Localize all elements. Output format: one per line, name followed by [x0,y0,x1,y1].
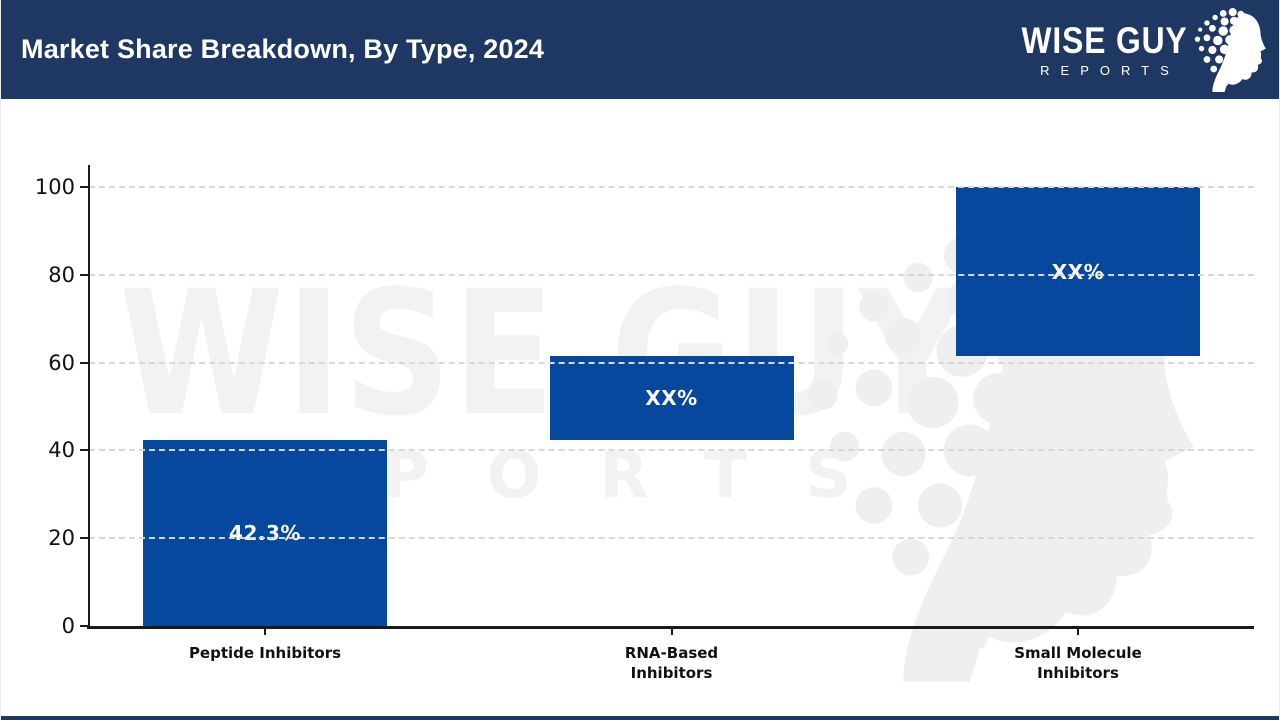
bar-segment: XX% [956,186,1200,357]
category-label: Peptide Inhibitors [188,644,342,662]
y-axis-tick [80,449,89,452]
x-axis-tick [670,628,673,635]
y-axis-tick [80,625,89,627]
bar-segment: 42.3% [143,440,387,626]
y-axis-tick [80,361,89,364]
y-axis-tick [80,273,89,276]
logo-face-icon [1194,7,1266,92]
logo-text: WISE GUY REPORTS [1008,22,1201,77]
y-axis-tick-label: 0 [61,614,75,638]
category-label: RNA-Based Inhibitors [624,644,719,682]
logo-subtitle: REPORTS [1040,63,1180,78]
header-bar: Market Share Breakdown, By Type, 2024 WI… [1,0,1279,99]
bar-value-label: XX% [645,386,698,411]
y-axis-tick-label: 100 [34,174,75,199]
bar-segment: XX% [549,356,794,441]
y-axis-tick [80,185,89,188]
gridline-60 [89,361,1254,364]
gridline-40 [89,449,1254,452]
plot-area: 0 20 40 60 80 100 42.3% Peptide Inhibitors XX% RN… [35,165,1254,682]
y-axis-tick-label: 60 [48,350,75,375]
watermark-wise-guy: WISE GUY [119,253,969,454]
category-label: Small Molecule Inhibitors [1014,644,1142,682]
gridline-20 [89,537,1254,540]
y-axis-tick-label: 40 [48,438,75,463]
y-axis-tick-label: 80 [48,262,75,287]
wise-guy-logo: WISE GUY REPORTS [1008,7,1279,92]
y-axis-line [88,165,90,628]
gridline-80 [89,273,1254,276]
logo-name: WISE GUY [1021,20,1188,61]
page-title: Market Share Breakdown, By Type, 2024 [21,34,545,64]
footer-accent-bar [1,716,1279,720]
y-axis-tick-label: 20 [48,526,75,551]
bar-value-label: XX% [1051,259,1105,284]
x-axis-tick [1077,628,1079,635]
y-axis-tick [80,537,89,540]
gridline-100 [89,185,1254,188]
bar-value-label: 42.3% [229,521,301,546]
x-axis-tick [264,628,266,635]
x-axis-line [87,626,1254,629]
